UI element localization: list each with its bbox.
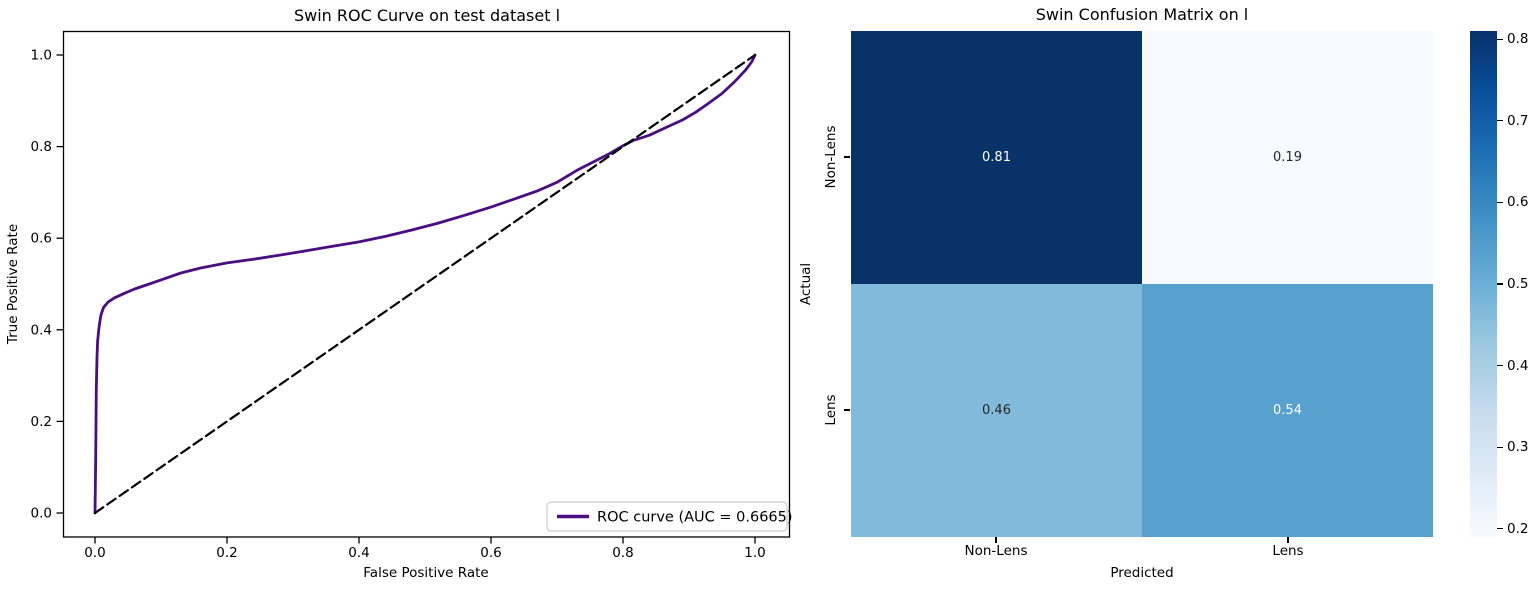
confusion-matrix-grid: 0.81 0.19 0.46 0.54: [851, 31, 1433, 537]
heatmap-x-tick-mark: [995, 537, 997, 543]
heatmap-x-tick-mark: [1287, 537, 1289, 543]
confusion-cell-lens-non-lens: 0.46: [851, 284, 1142, 537]
predicted-axis-label: Predicted: [1110, 565, 1174, 581]
colorbar-tick-mark: [1497, 38, 1503, 40]
x-tick-label-non-lens: Non-Lens: [964, 543, 1028, 559]
colorbar-gradient: [1470, 31, 1497, 537]
colorbar-tick-label: 0.8: [1507, 31, 1529, 48]
x-tick-label-lens: Lens: [1272, 543, 1304, 559]
y-axis-tick-label: 0.6: [31, 231, 52, 247]
roc-curve-line: [93, 53, 757, 515]
colorbar-tick-mark: [1497, 364, 1503, 367]
x-axis-tick-label: 0.0: [84, 545, 105, 561]
colorbar-tick-label: 0.2: [1507, 520, 1529, 537]
y-axis-tick-label: 0.2: [31, 414, 52, 430]
actual-axis-label: Actual: [798, 262, 814, 306]
roc-axes-box: [62, 30, 791, 538]
roc-chart: Swin ROC Curve on test dataset l 0.0 0.2 0…: [5, 6, 793, 581]
roc-series-lines: [93, 53, 757, 515]
heatmap-y-tick-mark: [844, 409, 850, 411]
confusion-cell-non-lens-non-lens: 0.81: [851, 31, 1142, 284]
colorbar-tick-label: 0.7: [1507, 112, 1529, 129]
x-axis-tick-label: 0.2: [216, 545, 237, 561]
y-axis-tick-label: 0.4: [31, 322, 52, 338]
x-axis-tick-label: 0.8: [612, 545, 633, 561]
y-axis-tick-label: 0.8: [31, 139, 52, 155]
roc-legend: ROC curve (AUC = 0.6665): [546, 501, 793, 532]
chance-diagonal-line: [93, 53, 757, 515]
roc-title: Swin ROC Curve on test dataset l: [294, 6, 560, 25]
y-tick-label-lens: Lens: [823, 394, 839, 426]
confusion-matrix-title: Swin Confusion Matrix on l: [1035, 5, 1249, 24]
colorbar-tick-label: 0.3: [1507, 439, 1529, 456]
x-axis-tick-label: 0.4: [348, 545, 369, 561]
colorbar-tick-mark: [1497, 283, 1503, 285]
colorbar-tick-mark: [1497, 120, 1503, 122]
legend-box: [546, 501, 788, 532]
confusion-cell-lens-lens: 0.54: [1142, 284, 1433, 537]
roc-axis-ticks: 0.0 0.2 0.4 0.6 0.8 1.0 0.0 0.2 0.4 0.6 0.8 1.0: [31, 48, 766, 562]
colorbar-tick-mark: [1497, 446, 1503, 448]
colorbar-tick-label: 0.5: [1507, 276, 1529, 292]
colorbar-tick-mark: [1497, 528, 1503, 530]
x-axis-tick-label: 1.0: [744, 545, 765, 561]
colorbar-tick-mark: [1497, 201, 1503, 204]
y-tick-label-non-lens: Non-Lens: [823, 125, 839, 189]
y-axis-tick-label: 1.0: [31, 48, 52, 64]
y-axis-tick-label: 0.0: [31, 506, 52, 522]
y-axis-label: True Positive Rate: [5, 224, 21, 345]
x-axis-tick-label: 0.6: [480, 545, 501, 561]
colorbar-tick-label: 0.6: [1507, 194, 1529, 211]
legend-label: ROC curve (AUC = 0.6665): [597, 510, 793, 526]
x-axis-label: False Positive Rate: [363, 565, 488, 581]
colorbar-tick-label: 0.4: [1507, 357, 1529, 374]
heatmap-y-tick-mark: [844, 156, 850, 158]
confusion-cell-non-lens-lens: 0.19: [1142, 31, 1433, 284]
